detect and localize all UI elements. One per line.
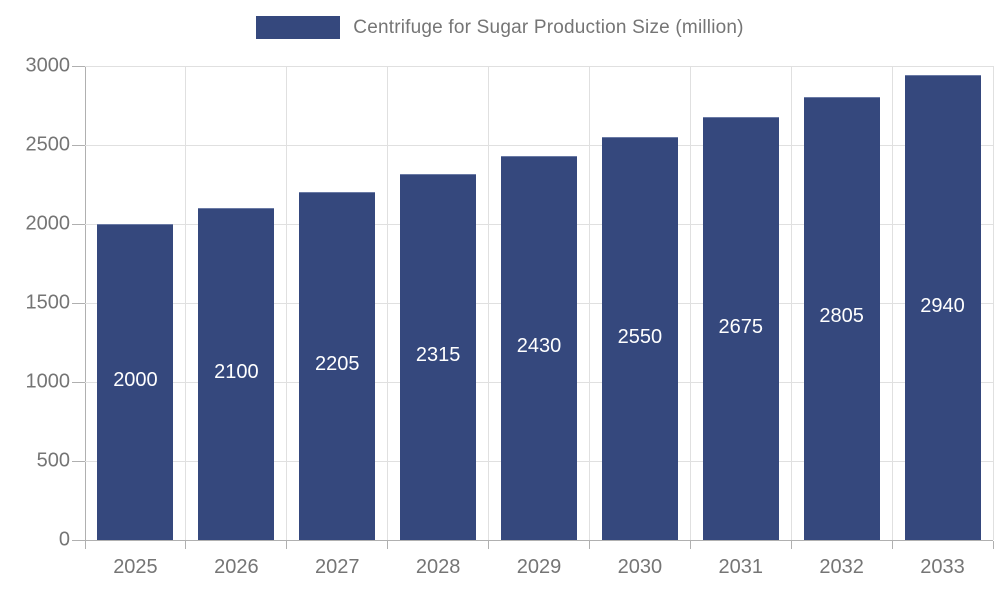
x-tick-label: 2025 — [113, 556, 158, 578]
y-tick-label: 500 — [36, 449, 70, 472]
chart-legend: Centrifuge for Sugar Production Size (mi… — [0, 16, 1000, 39]
v-gridline — [588, 66, 590, 540]
x-tick-label: 2026 — [214, 556, 259, 578]
v-gridline — [689, 66, 691, 540]
v-gridline — [286, 66, 288, 540]
x-axis-line — [85, 540, 993, 541]
y-tick-label: 1000 — [25, 370, 71, 393]
bar-value-label: 2000 — [113, 369, 158, 391]
y-tick-label: 0 — [58, 528, 70, 551]
y-tick-label: 3000 — [25, 54, 71, 77]
bar-value-label: 2315 — [415, 344, 461, 367]
v-gridline — [185, 66, 187, 540]
bar-value-label: 2675 — [718, 315, 764, 338]
x-tick-mark — [588, 541, 590, 549]
bar-value-label: 2430 — [516, 335, 562, 358]
x-tick-mark — [891, 541, 893, 549]
legend-swatch — [256, 16, 341, 39]
x-tick-mark — [689, 541, 691, 549]
x-tick-label: 2032 — [819, 556, 864, 578]
y-tick-label: 1500 — [25, 291, 71, 314]
y-tick-label: 2500 — [25, 133, 71, 156]
bar-2025: 2000 — [97, 224, 174, 540]
x-tick-mark — [387, 541, 389, 549]
y-tick-mark — [72, 144, 85, 146]
x-tick-mark — [790, 541, 792, 549]
chart-title: Centrifuge for Sugar Production Size (mi… — [353, 16, 744, 38]
y-tick-mark — [72, 381, 85, 383]
bar-2026: 2100 — [198, 208, 275, 540]
x-tick-label: 2027 — [314, 556, 360, 578]
v-gridline — [790, 66, 792, 540]
v-gridline — [891, 66, 893, 540]
bar-2031: 2675 — [702, 117, 779, 540]
h-gridline — [85, 65, 993, 67]
y-tick-label: 2000 — [25, 212, 71, 235]
y-tick-mark — [72, 223, 85, 225]
bar-2030: 2550 — [601, 137, 678, 540]
x-tick-mark — [992, 541, 994, 549]
x-tick-mark — [488, 541, 490, 549]
plot-area: 2000 2100 2205 2315 2430 2550 2675 2805 2940 — [72, 65, 994, 549]
x-tick-label: 2028 — [415, 556, 461, 578]
bar-2029: 2430 — [501, 156, 577, 540]
x-tick-mark — [185, 541, 187, 549]
y-tick-mark — [72, 65, 85, 67]
x-tick-label: 2033 — [920, 556, 965, 578]
x-tick-label: 2030 — [617, 556, 663, 578]
bar-value-label: 2805 — [819, 305, 864, 328]
y-tick-mark — [72, 460, 85, 462]
bar-value-label: 2940 — [920, 294, 965, 317]
h-gridline — [85, 144, 993, 146]
x-tick-mark — [286, 541, 288, 549]
bar-2032: 2805 — [803, 96, 880, 540]
bar-2028: 2315 — [400, 174, 477, 540]
x-tick-label: 2031 — [718, 556, 764, 578]
bar-value-label: 2100 — [214, 361, 259, 384]
v-gridline — [488, 66, 490, 540]
bar-value-label: 2550 — [617, 325, 663, 348]
bar-2027: 2205 — [299, 191, 376, 540]
x-tick-mark — [84, 541, 86, 549]
bar-2033: 2940 — [904, 75, 981, 540]
x-tick-label: 2029 — [516, 556, 562, 578]
bar-value-label: 2205 — [314, 352, 360, 375]
y-tick-mark — [72, 302, 85, 304]
v-gridline — [387, 66, 389, 540]
y-tick-mark — [72, 539, 85, 541]
v-gridline — [992, 66, 994, 540]
